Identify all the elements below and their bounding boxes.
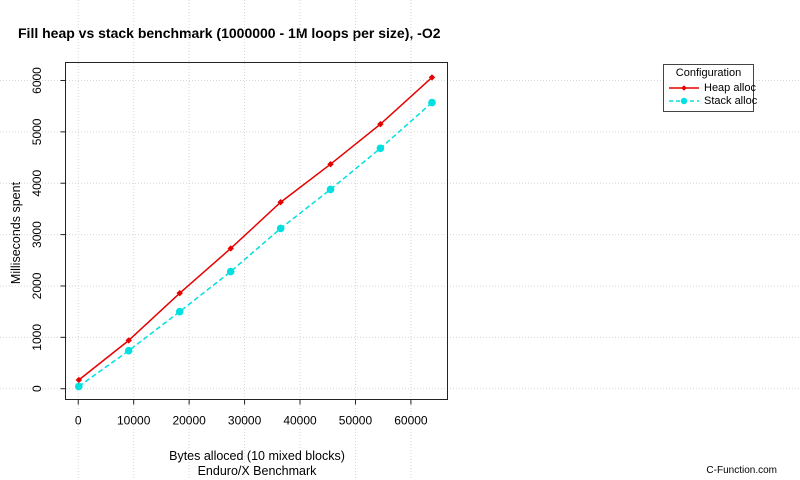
data-point-marker <box>227 245 234 252</box>
heap-alloc-line-sample-icon <box>669 84 699 91</box>
chart-title: Fill heap vs stack benchmark (1000000 - … <box>18 25 441 41</box>
data-point-marker <box>125 337 132 344</box>
x-tick-label: 40000 <box>283 414 317 428</box>
y-tick-label: 6000 <box>30 67 44 94</box>
watermark-brand: C-Function.com <box>706 465 777 476</box>
x-tick-label: 50000 <box>339 414 373 428</box>
data-point-marker <box>277 199 284 206</box>
x-tick-label: 20000 <box>172 414 206 428</box>
data-point-marker <box>377 120 384 128</box>
data-point-marker <box>75 376 83 384</box>
y-tick-label: 1000 <box>30 324 44 351</box>
data-point-marker <box>124 346 133 355</box>
y-tick-label: 3000 <box>30 221 44 248</box>
legend-marker-swatch <box>681 84 687 91</box>
legend-marker-swatch <box>680 97 688 104</box>
data-point-marker <box>175 307 184 316</box>
stack-alloc-line-sample-icon <box>669 97 699 104</box>
legend-item-heap-alloc: Heap alloc <box>664 81 756 94</box>
series-line <box>78 102 433 388</box>
x-tick-label: 0 <box>75 414 82 428</box>
legend-box: Configuration Heap alloc Stack alloc <box>663 64 757 112</box>
x-tick-label: 10000 <box>117 414 151 428</box>
data-point-marker <box>176 289 183 297</box>
x-tick-label: 30000 <box>228 414 262 428</box>
data-point-marker <box>75 382 83 391</box>
plot-frame <box>65 62 448 400</box>
series-heap-alloc <box>75 74 436 384</box>
data-point-marker <box>226 267 235 276</box>
data-point-marker <box>428 74 436 81</box>
x-tick-label: 60000 <box>394 414 428 428</box>
y-tick-label: 4000 <box>30 170 44 197</box>
x-axis-sublabel: Enduro/X Benchmark <box>197 464 317 478</box>
data-point-marker <box>428 98 436 107</box>
y-tick-label: 5000 <box>30 118 44 145</box>
y-tick-label: 2000 <box>30 272 44 299</box>
series-stack-alloc <box>75 98 436 391</box>
legend-label-heap: Heap alloc <box>704 81 756 94</box>
legend-title: Configuration <box>675 67 742 79</box>
data-point-marker <box>326 185 335 194</box>
x-axis-label: Bytes alloced (10 mixed blocks) <box>169 449 345 463</box>
series-line <box>78 76 433 381</box>
data-point-marker <box>276 224 285 233</box>
legend-label-stack: Stack alloc <box>704 94 758 107</box>
data-point-marker <box>376 144 385 153</box>
data-point-marker <box>327 161 334 168</box>
y-tick-label: 0 <box>30 385 44 392</box>
legend-item-stack-alloc: Stack alloc <box>664 94 757 107</box>
